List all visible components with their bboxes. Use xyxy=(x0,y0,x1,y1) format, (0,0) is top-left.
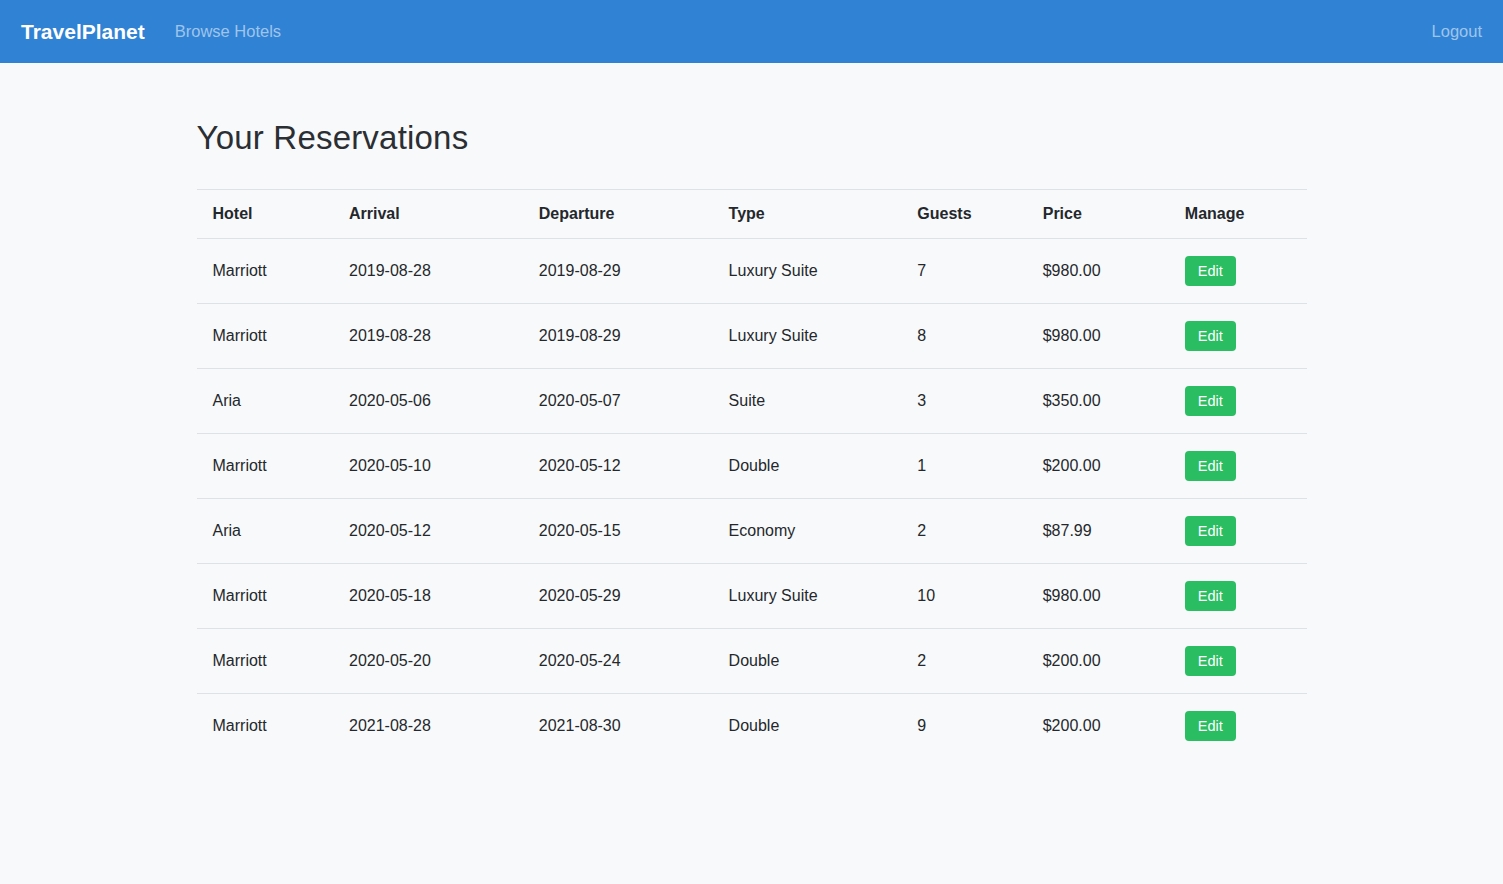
cell-price: $980.00 xyxy=(1027,304,1169,369)
table-row: Aria 2020-05-06 2020-05-07 Suite 3 $350.… xyxy=(197,369,1307,434)
nav-link-browse-hotels[interactable]: Browse Hotels xyxy=(175,22,281,41)
table-row: Marriott 2020-05-10 2020-05-12 Double 1 … xyxy=(197,434,1307,499)
table-row: Marriott 2019-08-28 2019-08-29 Luxury Su… xyxy=(197,239,1307,304)
cell-manage: Edit xyxy=(1169,304,1307,369)
reservations-table-body: Marriott 2019-08-28 2019-08-29 Luxury Su… xyxy=(197,239,1307,759)
cell-price: $980.00 xyxy=(1027,239,1169,304)
edit-button[interactable]: Edit xyxy=(1185,516,1236,546)
cell-guests: 3 xyxy=(901,369,1026,434)
cell-hotel: Marriott xyxy=(197,434,334,499)
column-header-arrival: Arrival xyxy=(333,190,523,239)
cell-manage: Edit xyxy=(1169,369,1307,434)
cell-hotel: Marriott xyxy=(197,239,334,304)
column-header-manage: Manage xyxy=(1169,190,1307,239)
cell-hotel: Marriott xyxy=(197,564,334,629)
table-row: Marriott 2019-08-28 2019-08-29 Luxury Su… xyxy=(197,304,1307,369)
column-header-type: Type xyxy=(713,190,902,239)
cell-manage: Edit xyxy=(1169,239,1307,304)
cell-type: Suite xyxy=(713,369,902,434)
cell-hotel: Marriott xyxy=(197,304,334,369)
edit-button[interactable]: Edit xyxy=(1185,386,1236,416)
cell-hotel: Marriott xyxy=(197,629,334,694)
edit-button[interactable]: Edit xyxy=(1185,321,1236,351)
cell-price: $87.99 xyxy=(1027,499,1169,564)
edit-button[interactable]: Edit xyxy=(1185,646,1236,676)
cell-guests: 9 xyxy=(901,694,1026,759)
cell-manage: Edit xyxy=(1169,694,1307,759)
cell-price: $200.00 xyxy=(1027,629,1169,694)
cell-departure: 2019-08-29 xyxy=(523,304,713,369)
cell-type: Double xyxy=(713,694,902,759)
edit-button[interactable]: Edit xyxy=(1185,711,1236,741)
cell-hotel: Aria xyxy=(197,499,334,564)
cell-arrival: 2020-05-12 xyxy=(333,499,523,564)
table-header-row: Hotel Arrival Departure Type Guests Pric… xyxy=(197,190,1307,239)
table-row: Aria 2020-05-12 2020-05-15 Economy 2 $87… xyxy=(197,499,1307,564)
cell-arrival: 2020-05-06 xyxy=(333,369,523,434)
cell-guests: 8 xyxy=(901,304,1026,369)
cell-arrival: 2019-08-28 xyxy=(333,239,523,304)
cell-hotel: Marriott xyxy=(197,694,334,759)
cell-hotel: Aria xyxy=(197,369,334,434)
cell-guests: 10 xyxy=(901,564,1026,629)
cell-price: $200.00 xyxy=(1027,694,1169,759)
cell-arrival: 2019-08-28 xyxy=(333,304,523,369)
cell-type: Economy xyxy=(713,499,902,564)
column-header-hotel: Hotel xyxy=(197,190,334,239)
edit-button[interactable]: Edit xyxy=(1185,256,1236,286)
cell-guests: 7 xyxy=(901,239,1026,304)
page-title: Your Reservations xyxy=(197,119,1307,157)
column-header-guests: Guests xyxy=(901,190,1026,239)
cell-guests: 1 xyxy=(901,434,1026,499)
cell-price: $980.00 xyxy=(1027,564,1169,629)
cell-departure: 2020-05-07 xyxy=(523,369,713,434)
nav-link-logout[interactable]: Logout xyxy=(1432,22,1482,41)
cell-price: $350.00 xyxy=(1027,369,1169,434)
cell-arrival: 2020-05-10 xyxy=(333,434,523,499)
cell-type: Luxury Suite xyxy=(713,564,902,629)
cell-type: Luxury Suite xyxy=(713,239,902,304)
cell-departure: 2021-08-30 xyxy=(523,694,713,759)
table-row: Marriott 2020-05-18 2020-05-29 Luxury Su… xyxy=(197,564,1307,629)
edit-button[interactable]: Edit xyxy=(1185,581,1236,611)
cell-departure: 2019-08-29 xyxy=(523,239,713,304)
cell-manage: Edit xyxy=(1169,564,1307,629)
cell-type: Double xyxy=(713,629,902,694)
table-row: Marriott 2021-08-28 2021-08-30 Double 9 … xyxy=(197,694,1307,759)
cell-departure: 2020-05-29 xyxy=(523,564,713,629)
cell-departure: 2020-05-24 xyxy=(523,629,713,694)
cell-manage: Edit xyxy=(1169,499,1307,564)
cell-guests: 2 xyxy=(901,499,1026,564)
reservations-table: Hotel Arrival Departure Type Guests Pric… xyxy=(197,189,1307,758)
main-content: Your Reservations Hotel Arrival Departur… xyxy=(182,63,1322,758)
cell-manage: Edit xyxy=(1169,629,1307,694)
cell-price: $200.00 xyxy=(1027,434,1169,499)
cell-type: Luxury Suite xyxy=(713,304,902,369)
column-header-price: Price xyxy=(1027,190,1169,239)
cell-arrival: 2021-08-28 xyxy=(333,694,523,759)
column-header-departure: Departure xyxy=(523,190,713,239)
brand-link[interactable]: TravelPlanet xyxy=(21,20,145,44)
cell-manage: Edit xyxy=(1169,434,1307,499)
cell-guests: 2 xyxy=(901,629,1026,694)
cell-departure: 2020-05-12 xyxy=(523,434,713,499)
cell-type: Double xyxy=(713,434,902,499)
cell-departure: 2020-05-15 xyxy=(523,499,713,564)
cell-arrival: 2020-05-20 xyxy=(333,629,523,694)
edit-button[interactable]: Edit xyxy=(1185,451,1236,481)
table-row: Marriott 2020-05-20 2020-05-24 Double 2 … xyxy=(197,629,1307,694)
cell-arrival: 2020-05-18 xyxy=(333,564,523,629)
navbar: TravelPlanet Browse Hotels Logout xyxy=(0,0,1503,63)
